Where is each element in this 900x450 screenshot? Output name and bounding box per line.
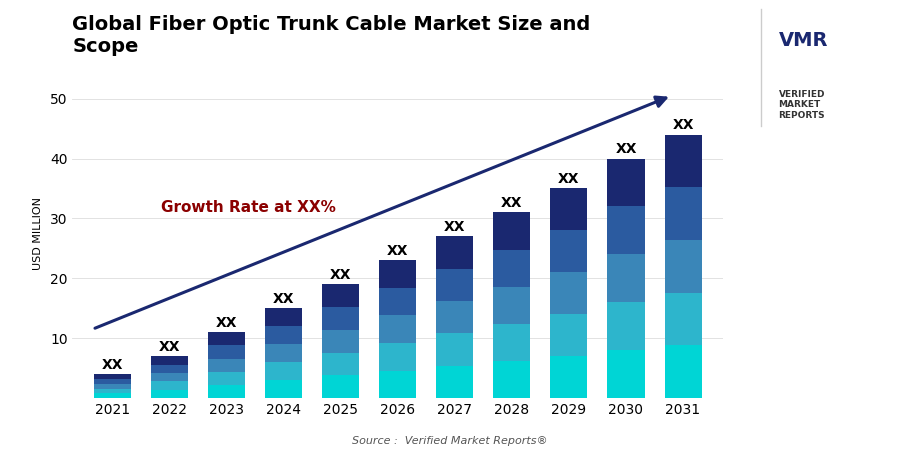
Text: XX: XX xyxy=(444,220,465,234)
Bar xyxy=(551,272,588,314)
Bar xyxy=(493,250,530,287)
Bar xyxy=(208,372,245,385)
Text: Global Fiber Optic Trunk Cable Market Size and
Scope: Global Fiber Optic Trunk Cable Market Si… xyxy=(72,15,590,56)
Text: XX: XX xyxy=(501,196,523,210)
Bar xyxy=(436,333,473,366)
Bar xyxy=(551,230,588,272)
Text: XX: XX xyxy=(672,118,694,132)
Text: VERIFIED
MARKET
REPORTS: VERIFIED MARKET REPORTS xyxy=(778,90,825,120)
Bar xyxy=(379,371,417,398)
Bar xyxy=(379,343,417,371)
Text: XX: XX xyxy=(158,340,180,354)
Bar xyxy=(493,287,530,324)
Bar xyxy=(265,362,302,380)
Bar xyxy=(436,236,473,269)
Bar xyxy=(151,381,188,390)
Text: XX: XX xyxy=(216,316,238,330)
Bar xyxy=(664,187,702,240)
Bar xyxy=(208,346,245,359)
Bar xyxy=(94,379,130,384)
Bar xyxy=(322,307,359,330)
Bar xyxy=(265,326,302,344)
Bar xyxy=(151,390,188,398)
Bar xyxy=(208,359,245,372)
Text: XX: XX xyxy=(558,172,580,186)
Bar xyxy=(664,240,702,292)
Bar xyxy=(151,373,188,381)
Bar xyxy=(151,356,188,365)
Text: VMR: VMR xyxy=(778,32,828,50)
Bar xyxy=(265,380,302,398)
Bar xyxy=(493,324,530,361)
Bar xyxy=(379,288,417,315)
Bar xyxy=(436,366,473,398)
Bar xyxy=(379,261,417,288)
Bar xyxy=(608,302,644,350)
Bar xyxy=(551,189,588,230)
Bar xyxy=(551,356,588,398)
Bar xyxy=(151,364,188,373)
Text: Source :  Verified Market Reports®: Source : Verified Market Reports® xyxy=(352,436,548,446)
Bar xyxy=(493,212,530,250)
Bar xyxy=(322,375,359,398)
Bar xyxy=(664,135,702,187)
Bar xyxy=(322,284,359,307)
Bar xyxy=(608,207,644,254)
Text: XX: XX xyxy=(273,292,294,306)
Bar xyxy=(493,361,530,398)
Bar xyxy=(379,315,417,343)
Text: Growth Rate at XX%: Growth Rate at XX% xyxy=(161,200,336,216)
Text: XX: XX xyxy=(616,142,636,156)
Bar xyxy=(664,292,702,346)
Bar xyxy=(208,332,245,346)
Bar xyxy=(436,269,473,301)
Bar xyxy=(94,393,130,398)
Bar xyxy=(608,254,644,302)
Bar xyxy=(208,385,245,398)
Bar xyxy=(436,301,473,333)
Text: XX: XX xyxy=(387,244,409,258)
Bar xyxy=(322,353,359,375)
Bar xyxy=(94,388,130,393)
Bar xyxy=(551,314,588,356)
Bar xyxy=(608,350,644,398)
Text: XX: XX xyxy=(330,268,351,282)
Bar xyxy=(265,344,302,362)
Bar xyxy=(94,374,130,379)
Bar xyxy=(94,384,130,388)
Bar xyxy=(608,158,644,207)
Y-axis label: USD MILLION: USD MILLION xyxy=(33,197,43,270)
Text: XX: XX xyxy=(102,358,123,372)
Bar xyxy=(322,330,359,353)
Bar xyxy=(265,308,302,326)
Bar xyxy=(664,346,702,398)
